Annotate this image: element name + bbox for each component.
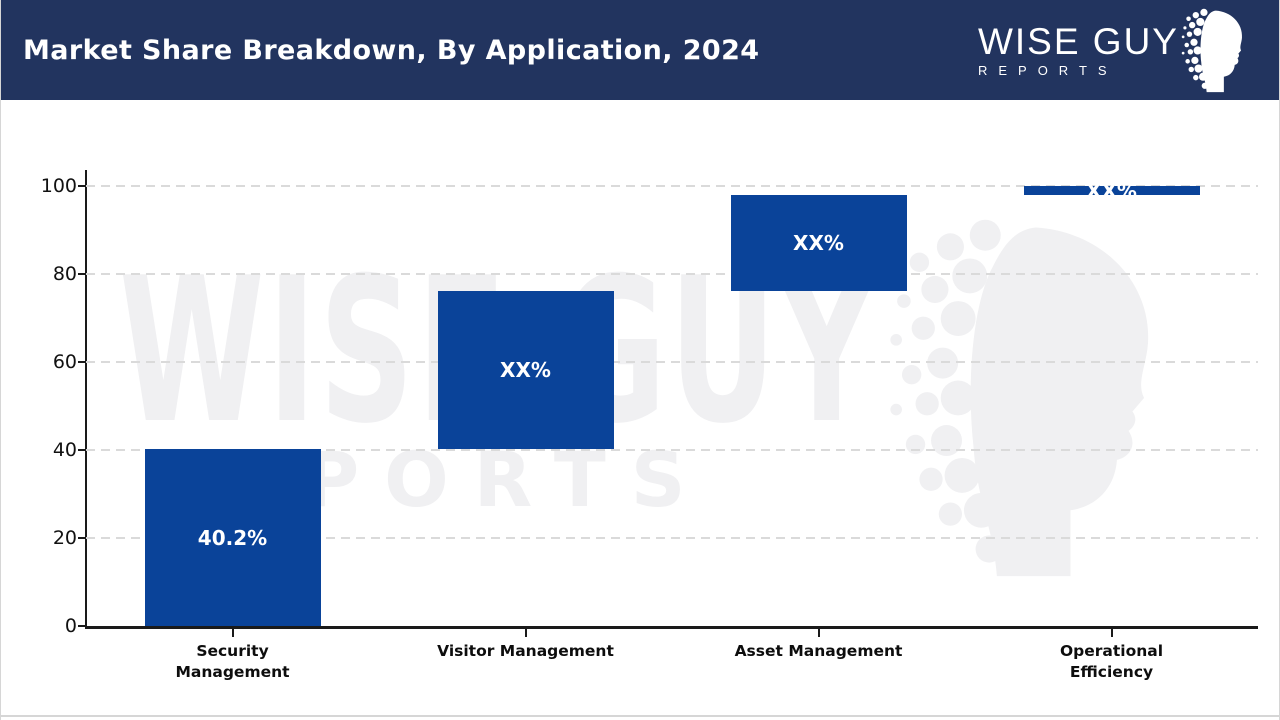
x-tick-mark (524, 629, 527, 637)
x-category-label: Operational Efficiency (1059, 642, 1164, 681)
y-tick-mark (78, 185, 86, 187)
bar-visitor-management (437, 290, 614, 450)
y-gridline (86, 361, 1258, 363)
bar-operational-efficiency (1023, 186, 1200, 196)
header: Market Share Breakdown, By Application, … (1, 0, 1279, 100)
y-gridline (86, 185, 1258, 187)
bar-value-label: XX% (1086, 178, 1137, 203)
x-category-label: Visitor Management (437, 642, 614, 660)
y-gridline (86, 537, 1258, 539)
bar-value-label: XX% (500, 357, 551, 382)
y-tick-mark (78, 537, 86, 539)
logo-subtitle: REPORTS (977, 62, 1118, 78)
bar-asset-management (730, 195, 907, 291)
frame-bottom-border (1, 715, 1279, 717)
x-category-label: Asset Management (734, 642, 903, 660)
x-tick-mark (231, 629, 234, 637)
bar-security-management (144, 449, 321, 626)
y-tick-label: 80 (52, 263, 77, 285)
bar-value-label: 40.2% (197, 525, 268, 550)
y-axis-line (85, 170, 87, 628)
y-gridline (86, 273, 1258, 275)
watermark-face-icon (890, 219, 1149, 577)
logo-face-icon (1181, 8, 1243, 93)
x-axis-line (85, 626, 1258, 629)
x-tick-mark (817, 629, 820, 637)
y-tick-label: 100 (40, 175, 77, 197)
y-tick-label: 60 (52, 351, 77, 373)
y-tick-label: 20 (52, 527, 77, 549)
y-tick-mark (78, 625, 86, 627)
page-title: Market Share Breakdown, By Application, … (23, 34, 760, 66)
y-tick-mark (78, 449, 86, 451)
y-gridline (86, 449, 1258, 451)
bar-value-label: XX% (793, 230, 844, 255)
x-category-label: Security Management (175, 642, 290, 681)
logo-wordmark: WISE GUY (977, 20, 1179, 62)
y-tick-mark (78, 361, 86, 363)
y-tick-label: 40 (52, 439, 77, 461)
logo-text: WISE GUY REPORTS (978, 23, 1179, 78)
wiseguy-logo: WISE GUY REPORTS (978, 7, 1257, 93)
y-tick-label: 0 (64, 615, 77, 637)
x-tick-mark (1110, 629, 1113, 637)
y-tick-mark (78, 273, 86, 275)
